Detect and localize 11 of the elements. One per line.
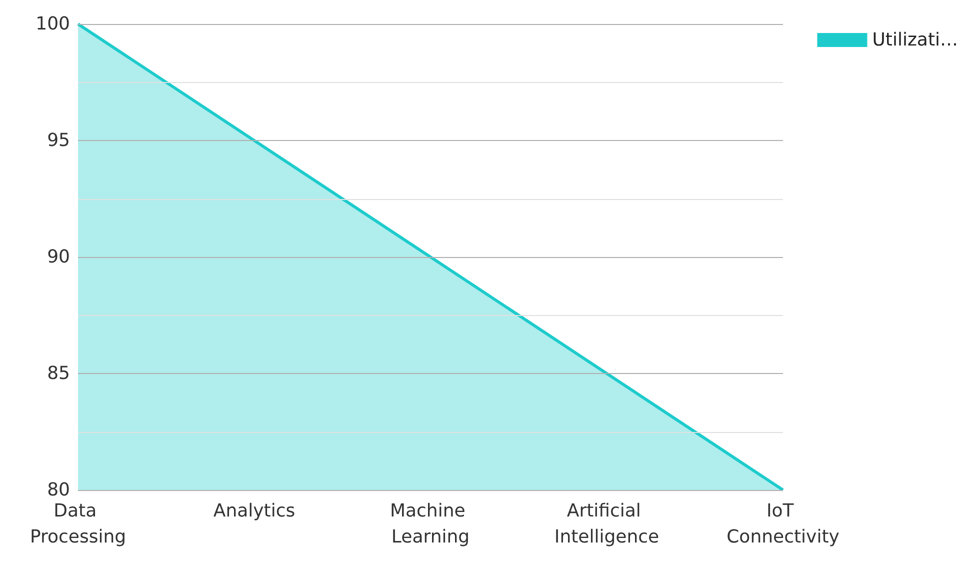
y-tick-label: 80 (47, 480, 70, 500)
y-tick-label: 95 (47, 130, 70, 151)
x-tick-label: Data Processing (30, 500, 126, 548)
x-tick-label: Artificial Intelligence (554, 500, 660, 548)
x-tick-label: Machine Learning (390, 500, 472, 548)
legend-label: Utilizati… (872, 30, 958, 50)
x-tick-label: Analytics (213, 500, 296, 522)
y-tick-label: 90 (47, 246, 70, 268)
y-tick-label: 85 (47, 363, 70, 384)
x-tick-label: IoT Connectivity (726, 500, 840, 548)
y-tick-label: 100 (36, 14, 70, 34)
